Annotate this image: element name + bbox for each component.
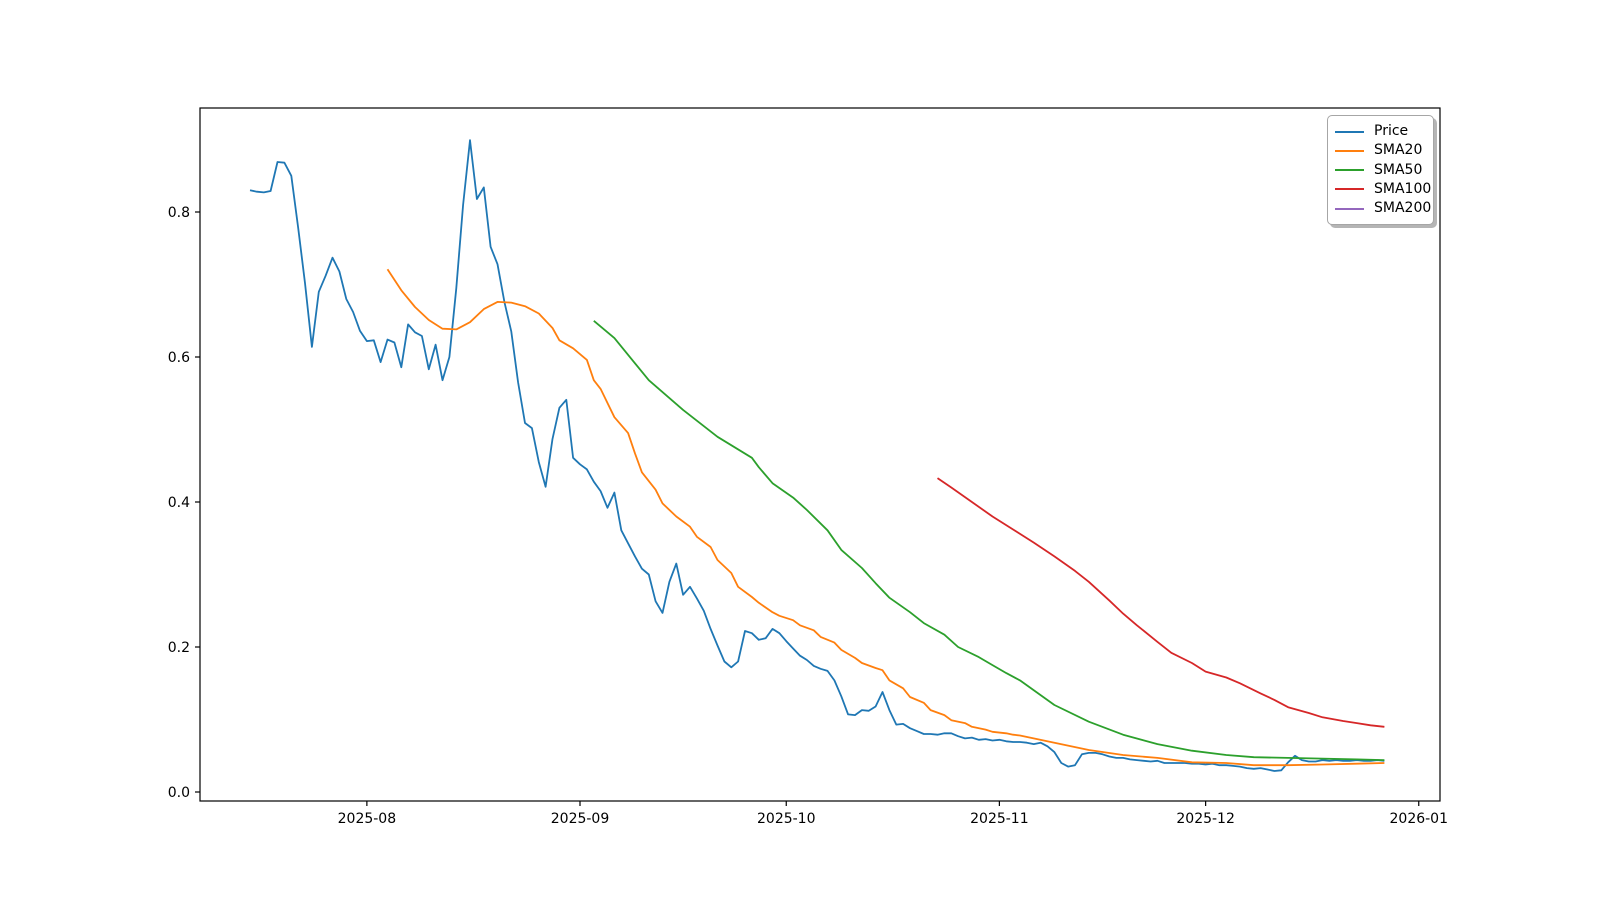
y-tick-label: 0.6 <box>168 350 190 366</box>
plot-frame <box>199 107 1441 802</box>
axis-ticks: 2025-08 2025-09 2025-10 2025-11 2025-12 2026-… <box>168 205 1448 827</box>
legend-entry-price: Price <box>1335 122 1425 141</box>
sma200-line-sample-icon <box>1335 207 1364 210</box>
legend-entry-sma200: SMA200 <box>1335 199 1431 218</box>
x-tick-label: 2026-01 <box>1390 811 1449 827</box>
sma50-line <box>593 320 1385 761</box>
sma20-line <box>386 268 1385 767</box>
x-tick-label: 2025-10 <box>757 811 816 827</box>
legend-label-sma20: SMA20 <box>1374 142 1423 159</box>
legend-label-price: Price <box>1374 123 1409 139</box>
legend-entry-sma100: SMA100 <box>1335 180 1431 199</box>
y-tick-label: 0.0 <box>168 785 190 801</box>
sma20-line-sample-icon <box>1335 149 1364 152</box>
legend-entry-sma50: SMA50 <box>1335 161 1425 180</box>
legend-label-sma50: SMA50 <box>1374 161 1423 178</box>
x-tick-label: 2025-12 <box>1176 811 1235 827</box>
x-tick-label: 2025-08 <box>338 811 397 827</box>
price-line <box>249 139 1385 772</box>
legend-entry-sma20: SMA20 <box>1335 141 1425 160</box>
y-tick-label: 0.2 <box>168 640 190 656</box>
sma50-line-sample-icon <box>1335 169 1364 171</box>
y-tick-label: 0.4 <box>168 495 190 511</box>
legend-label-sma200: SMA200 <box>1374 200 1432 216</box>
legend: Price SMA20 SMA50 SMA100 SMA200 <box>1327 115 1434 225</box>
price-line-sample-icon <box>1335 130 1364 133</box>
sma100-line <box>936 477 1385 728</box>
x-tick-label: 2025-11 <box>970 811 1029 827</box>
legend-label-sma100: SMA100 <box>1374 180 1432 197</box>
y-tick-label: 0.8 <box>168 205 190 221</box>
x-tick-label: 2025-09 <box>551 811 610 827</box>
sma100-line-sample-icon <box>1335 188 1364 191</box>
